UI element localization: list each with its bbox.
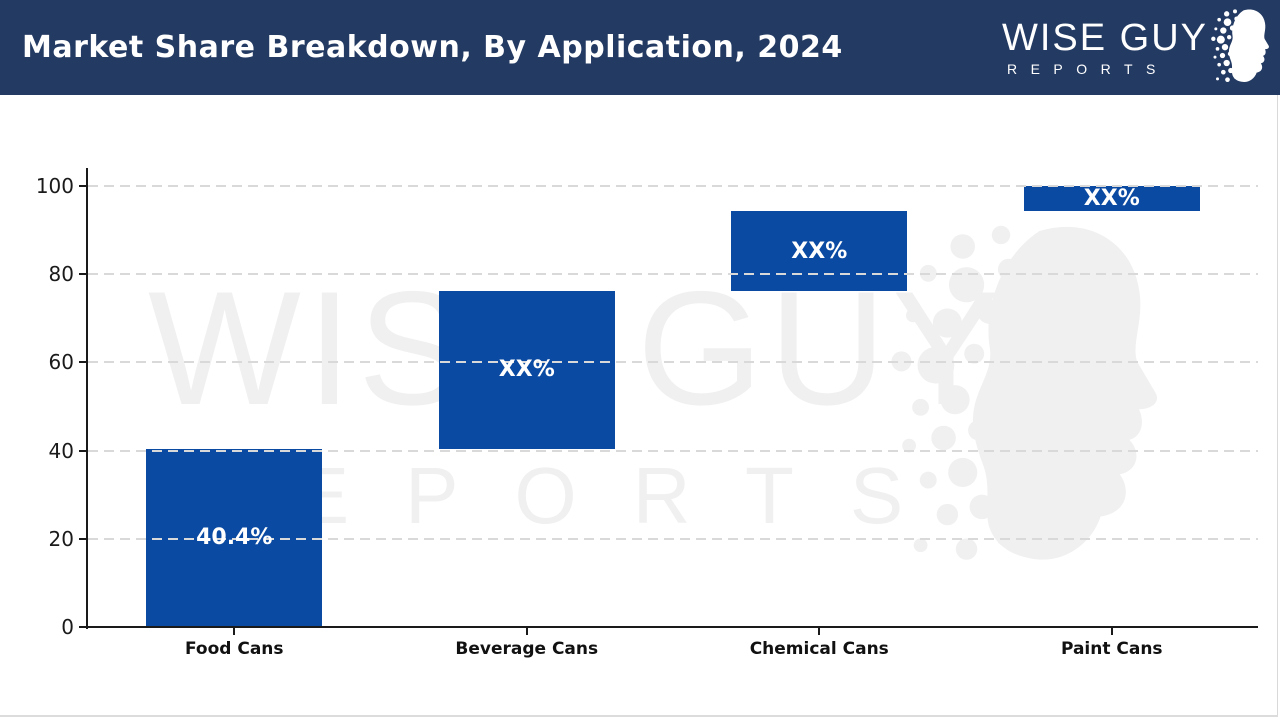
y-axis-tick-label: 40 (48, 438, 74, 463)
x-axis-category-label: Food Cans (184, 639, 284, 659)
y-axis-line (86, 168, 88, 629)
logo-text: WISE GUY REPORTS (1002, 19, 1208, 76)
y-axis-tick (79, 626, 88, 628)
bar-value-label: XX% (791, 238, 848, 264)
page-title: Market Share Breakdown, By Application, … (22, 30, 843, 65)
x-axis-tick (525, 627, 528, 635)
gridline (88, 273, 1258, 276)
bar-value-label: 40.4% (196, 525, 273, 551)
bar-value-label: XX% (1083, 186, 1140, 212)
y-axis-tick (79, 449, 88, 452)
x-axis-category-label: Chemical Cans (749, 639, 889, 659)
bar-segment (1023, 186, 1200, 212)
right-edge-line (1277, 95, 1278, 715)
wise-guy-logo: WISE GUY REPORTS (1002, 6, 1270, 90)
x-axis-category-label: Beverage Cans (455, 639, 599, 659)
header-bar: Market Share Breakdown, By Application, … (0, 0, 1280, 95)
y-axis-tick (79, 361, 88, 364)
gridline (88, 449, 1258, 452)
gridline (88, 537, 1258, 540)
x-axis-tick (233, 627, 236, 635)
x-axis-line (86, 626, 1258, 628)
face-dots-icon (1210, 6, 1270, 90)
y-axis-tick-label: 80 (48, 262, 74, 287)
y-axis-tick-label: 0 (61, 615, 74, 639)
y-axis-tick (79, 537, 88, 540)
x-axis-tick (818, 627, 821, 635)
x-axis-tick (1110, 627, 1113, 635)
bottom-edge-line (0, 715, 1278, 717)
gridline (88, 185, 1258, 187)
gridline (88, 361, 1258, 364)
y-axis-tick-label: 100 (35, 174, 74, 198)
y-axis-tick (79, 185, 88, 187)
logo-subtitle: REPORTS (1006, 61, 1169, 77)
y-axis-tick (79, 273, 88, 276)
bar-segment (438, 290, 615, 449)
logo-wordmark: WISE GUY (1001, 17, 1208, 59)
bar-value-label: XX% (498, 357, 555, 383)
y-axis-tick-label: 20 (48, 526, 74, 551)
x-axis-category-label: Paint Cans (1060, 639, 1163, 659)
bar-segment (731, 211, 908, 291)
y-axis-tick-label: 60 (48, 350, 74, 375)
